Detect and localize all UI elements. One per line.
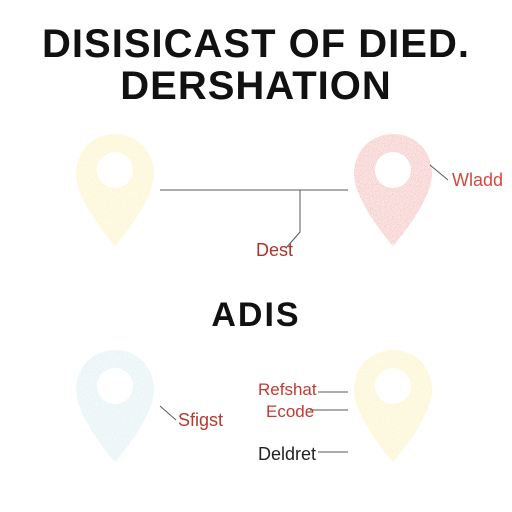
pin-bottom-left [70, 346, 160, 466]
label-wladd: Wladd [452, 170, 503, 191]
label-sfigst: Sfigst [178, 410, 223, 431]
map-pin-icon [70, 130, 160, 250]
title-line-1: DISISICAST OF DIED. [0, 22, 512, 67]
label-deldret: Deldret [258, 444, 316, 465]
map-pin-icon [348, 130, 438, 250]
map-pin-icon [70, 346, 160, 466]
pin-bottom-right [348, 346, 438, 466]
map-pin-icon [348, 346, 438, 466]
pin-top-right [348, 130, 438, 250]
label-refshat: Refshat [258, 380, 317, 400]
label-dest: Dest [256, 240, 293, 261]
diagram-canvas: DISISICAST OF DIED. DERSHATION ADIS Wlad… [0, 0, 512, 512]
pin-top-left [70, 130, 160, 250]
subtitle: ADIS [0, 296, 512, 335]
label-ecode: Ecode [266, 402, 314, 422]
title-line-2: DERSHATION [0, 64, 512, 109]
